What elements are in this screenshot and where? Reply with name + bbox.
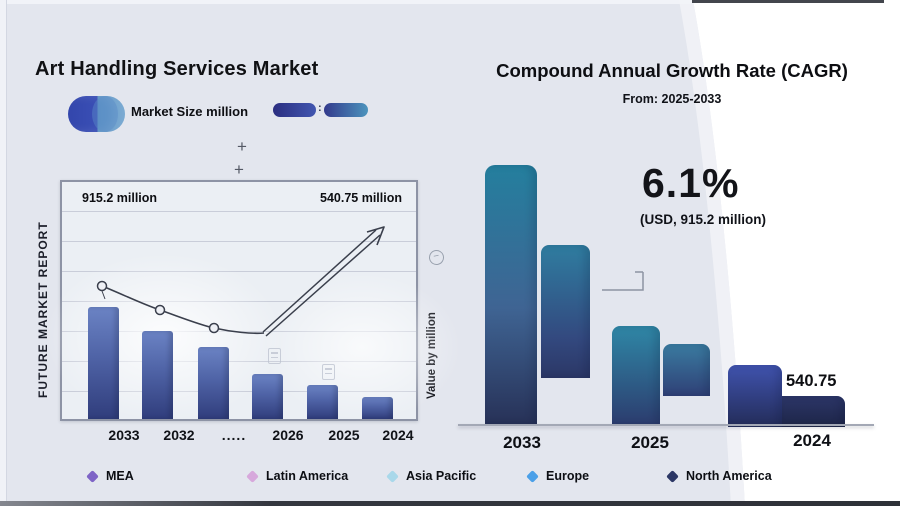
cagr-chart-baseline xyxy=(458,424,874,426)
legend-label: Latin America xyxy=(266,469,349,483)
bar-2025 xyxy=(307,385,338,419)
cylinder-cap-shape xyxy=(92,96,118,132)
legend-item-asia-pacific: Asia Pacific xyxy=(386,466,477,486)
bar-2024 xyxy=(362,397,393,419)
bar-2026 xyxy=(252,374,283,419)
diamond-swatch-icon xyxy=(666,469,679,483)
top-accent-line xyxy=(692,0,884,3)
cagr-bar-2033-primary xyxy=(485,165,537,425)
bar-2033 xyxy=(88,307,119,419)
cagr-bar-2025-secondary xyxy=(663,344,710,396)
cagr-x-label-2024: 2024 xyxy=(793,431,831,450)
market-size-chart: 915.2 million 540.75 million xyxy=(44,180,462,422)
bar-2032 xyxy=(142,331,173,419)
x-label-2024: 2024 xyxy=(382,427,414,443)
cagr-bar-2024-primary xyxy=(728,365,782,427)
x-label-2032: 2032 xyxy=(163,427,195,443)
legend-item-mea: MEA xyxy=(86,466,134,486)
x-label-ellipsis: ..... xyxy=(221,427,247,443)
legend-item-latin-america: Latin America xyxy=(246,466,349,486)
legend-item-north-america: North America xyxy=(666,466,772,486)
cagr-subtitle: From: 2025-2033 xyxy=(622,92,722,106)
x-label-2033: 2033 xyxy=(108,427,140,443)
cagr-x-label-2025: 2025 xyxy=(631,433,669,452)
diamond-swatch-icon xyxy=(86,469,99,483)
pill-colon-separator: : xyxy=(318,102,322,114)
cagr-title: Compound Annual Growth Rate (CAGR) xyxy=(496,60,848,81)
region-legend: MEA Latin America Asia Pacific Europe No… xyxy=(0,466,900,486)
end-value-label: 540.75 million xyxy=(320,191,402,205)
x-label-2026: 2026 xyxy=(272,427,304,443)
value-540-75-label: 540.75 xyxy=(786,372,837,390)
cylinder-icon xyxy=(68,96,125,132)
cagr-context: (USD, 915.2 million) xyxy=(640,212,767,227)
document-watermark-icon xyxy=(322,364,335,380)
corner-bracket-decoration xyxy=(602,271,644,291)
diamond-swatch-icon xyxy=(246,469,259,483)
cagr-value: 6.1% xyxy=(642,160,740,206)
market-size-label: Market Size million xyxy=(131,104,249,119)
x-label-2025: 2025 xyxy=(328,427,360,443)
diamond-swatch-icon xyxy=(386,469,399,483)
plus-decoration-1: + xyxy=(237,137,247,156)
legend-label: Europe xyxy=(546,469,590,483)
pill-decoration-left xyxy=(273,103,316,117)
bar-ellipsis xyxy=(198,347,229,419)
cagr-bar-2025-primary xyxy=(612,326,660,425)
top-edge-highlight xyxy=(0,0,900,4)
start-value-label: 915.2 million xyxy=(82,191,158,205)
legend-label: Asia Pacific xyxy=(406,469,477,483)
pill-decoration-right xyxy=(324,103,368,117)
cagr-bar-2024-secondary xyxy=(782,396,845,427)
bottom-accent-bar xyxy=(0,501,900,506)
legend-item-europe: Europe xyxy=(526,466,590,486)
plus-decoration-2: + xyxy=(234,160,244,179)
legend-label: MEA xyxy=(106,469,134,483)
cagr-x-label-2033: 2033 xyxy=(503,433,541,452)
x-axis-labels: 2033 2032 ..... 2026 2025 2024 xyxy=(60,427,418,445)
cagr-bar-2033-secondary xyxy=(541,245,590,378)
document-watermark-icon xyxy=(268,348,281,364)
diamond-swatch-icon xyxy=(526,469,539,483)
page-title: Art Handling Services Market xyxy=(35,58,319,80)
legend-label: North America xyxy=(686,469,772,483)
left-edge-highlight xyxy=(0,0,7,506)
